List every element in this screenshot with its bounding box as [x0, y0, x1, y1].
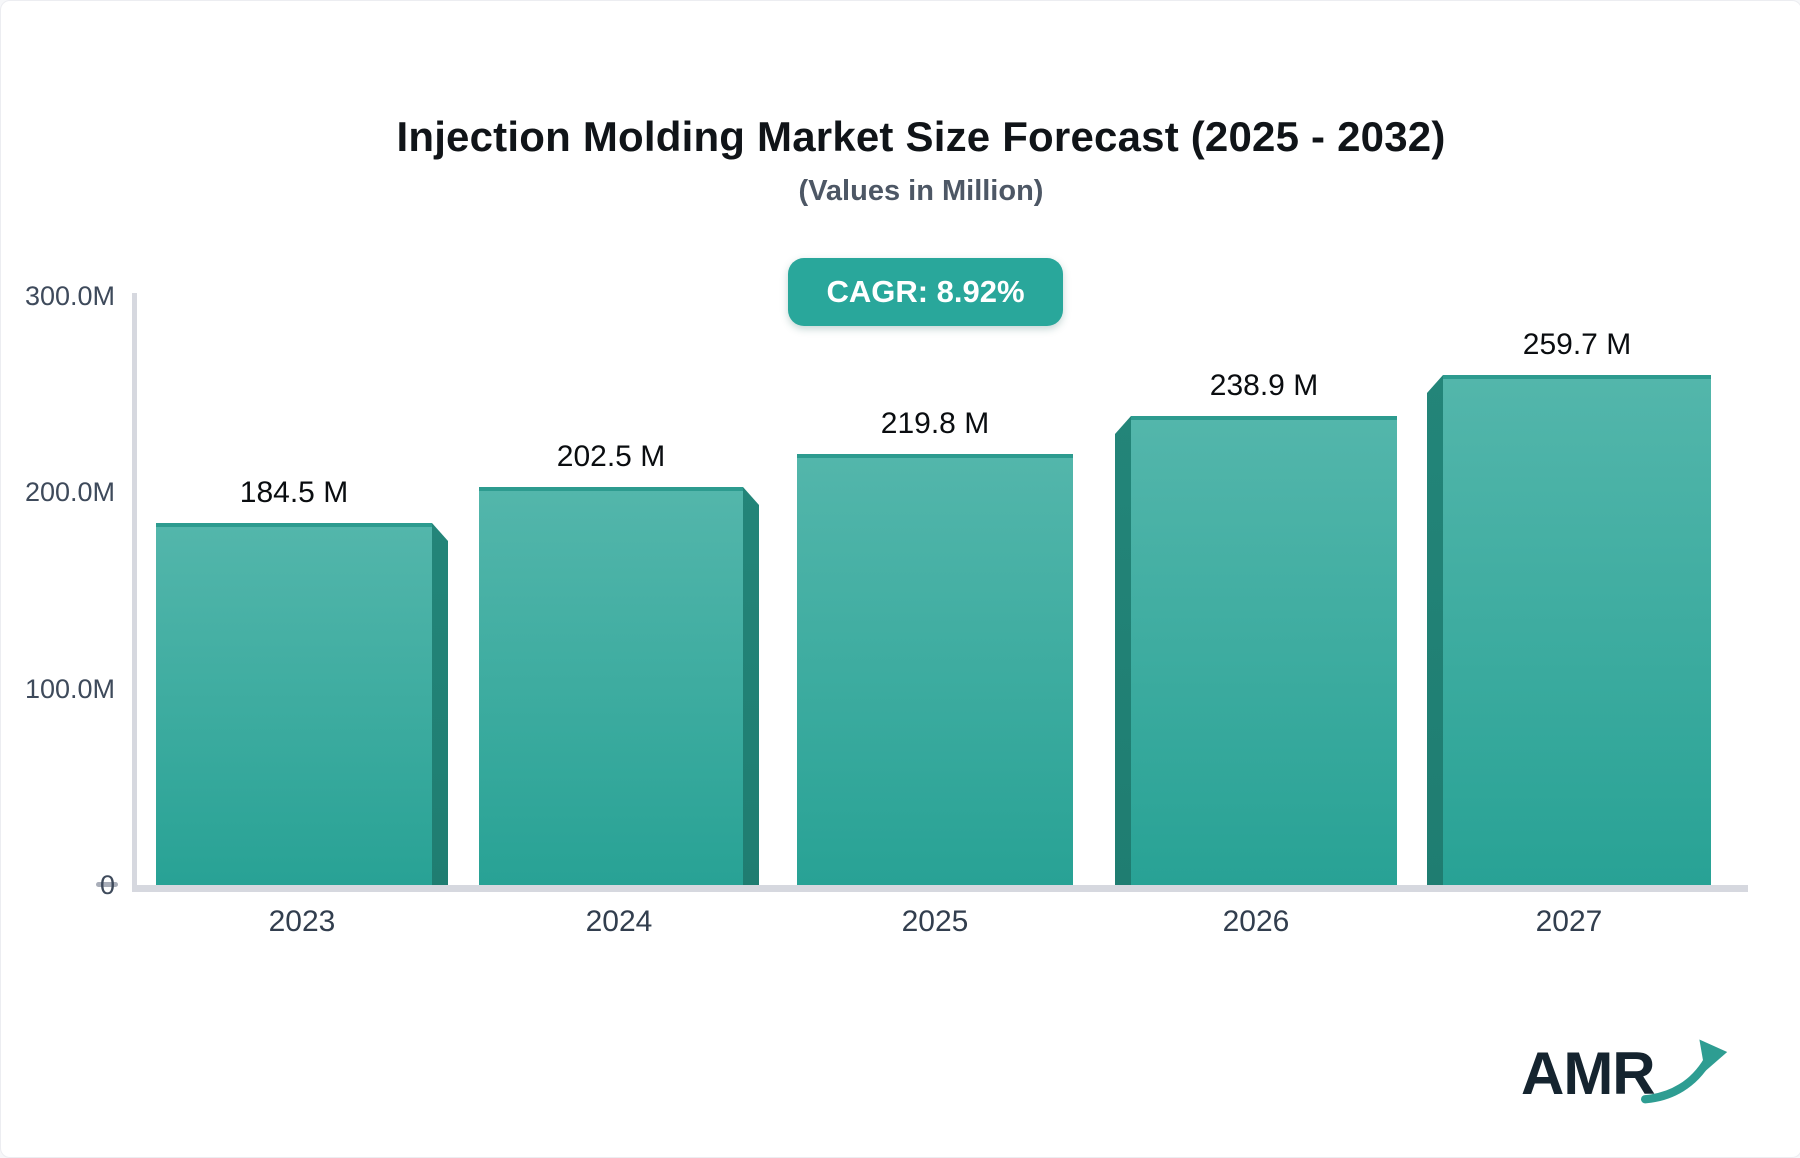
cagr-badge: CAGR: 8.92%: [788, 258, 1063, 326]
bar-value-label: 219.8 M: [880, 407, 990, 440]
bar-face: [797, 454, 1073, 885]
y-axis-tick-label: 200.0M: [24, 477, 115, 508]
bar-face: [156, 523, 432, 885]
logo-text: AMR: [1521, 1040, 1656, 1107]
bar-2023: [156, 523, 448, 885]
bar-side-shade: [1115, 416, 1131, 885]
bar-side-shade: [743, 487, 759, 885]
zero-tick-mark: [96, 882, 118, 887]
bar-face: [1131, 416, 1397, 885]
y-axis-tick-label: 100.0M: [24, 673, 115, 704]
bar-2026: [1115, 416, 1397, 885]
bar-value-label: 202.5 M: [556, 440, 666, 473]
x-axis-label: 2026: [1222, 905, 1290, 938]
x-axis-label: 2023: [268, 905, 336, 938]
growth-arrow-icon: [1640, 1039, 1727, 1104]
x-axis-label: 2024: [585, 905, 653, 938]
bar-face: [479, 487, 743, 885]
bar-face: [1443, 375, 1711, 885]
bar-2025: [797, 454, 1073, 885]
bar-2027: [1427, 375, 1711, 885]
bar-value-label: 184.5 M: [239, 476, 349, 509]
x-axis-label: 2027: [1535, 905, 1603, 938]
y-axis-tick-label: 0: [99, 870, 115, 900]
x-axis-label: 2025: [901, 905, 969, 938]
chart-title: Injection Molding Market Size Forecast (…: [396, 113, 1446, 160]
bar-value-label: 259.7 M: [1522, 328, 1632, 361]
bar-value-label: 238.9 M: [1209, 369, 1319, 402]
bar-2024: [479, 487, 759, 885]
x-axis-line: [132, 885, 1748, 892]
bar-side-shade: [432, 523, 448, 885]
bar-side-shade: [1427, 375, 1443, 885]
y-axis-tick-label: 300.0M: [24, 281, 115, 312]
chart-subtitle: (Values in Million): [798, 175, 1044, 207]
cagr-badge-label: CAGR: 8.92%: [826, 274, 1025, 309]
brand-logo: AMR: [1521, 1031, 1731, 1117]
y-axis-line: [132, 293, 137, 887]
